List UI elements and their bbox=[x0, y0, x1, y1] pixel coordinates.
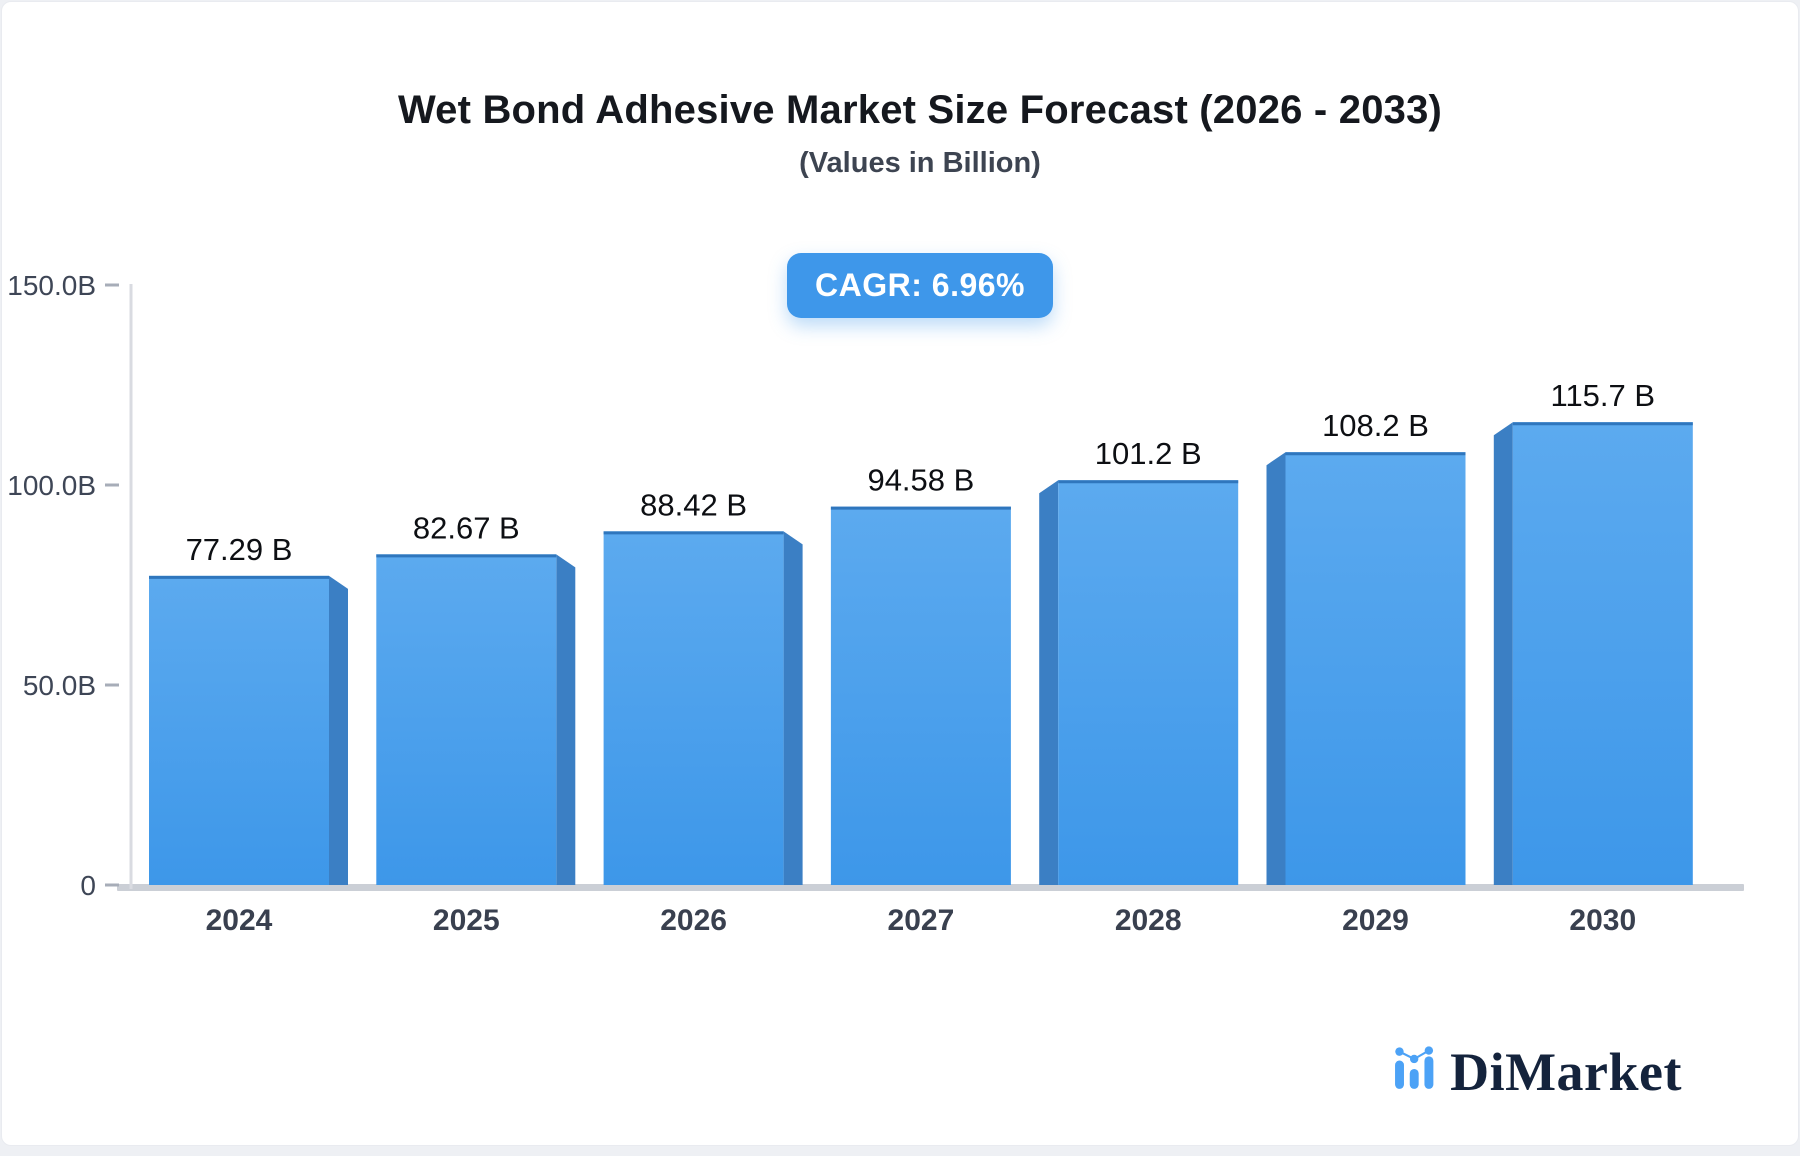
chart-title: Wet Bond Adhesive Market Size Forecast (… bbox=[397, 88, 1443, 132]
y-axis-label: 0 bbox=[80, 870, 96, 901]
bar-side-face bbox=[1266, 452, 1286, 885]
bar-group-2030: 115.7 B 2030 bbox=[1493, 378, 1693, 937]
bar-value-label: 108.2 B bbox=[1322, 408, 1429, 443]
x-axis-label: 2024 bbox=[206, 904, 273, 937]
bar-value-label: 88.42 B bbox=[640, 487, 747, 522]
chart-header: Wet Bond Adhesive Market Size Forecast (… bbox=[60, 88, 1780, 180]
bar bbox=[1285, 452, 1466, 885]
bar bbox=[149, 575, 329, 885]
bar bbox=[830, 506, 1011, 885]
cagr-badge: CAGR: 6.96% bbox=[787, 253, 1053, 318]
cagr-badge-wrap: CAGR: 6.96% bbox=[60, 253, 1780, 318]
dimarket-logo: DiMarket bbox=[1394, 1041, 1682, 1102]
bar-group-2026: 88.42 B 2026 bbox=[603, 487, 803, 937]
bar-group-2028: 101.2 B 2028 bbox=[1039, 436, 1239, 937]
bar-side-face bbox=[783, 531, 803, 885]
bar-value-label: 115.7 B bbox=[1551, 378, 1656, 413]
bar-side-face bbox=[1039, 480, 1059, 885]
y-axis-label: 100.0B bbox=[7, 470, 96, 501]
bar bbox=[1512, 422, 1693, 885]
x-axis-label: 2030 bbox=[1569, 904, 1636, 937]
bar bbox=[603, 531, 784, 885]
bar-group-2024: 77.29 B 2024 bbox=[149, 532, 348, 937]
bar-group-2029: 108.2 B 2029 bbox=[1266, 408, 1466, 937]
bar-value-label: 77.29 B bbox=[186, 532, 293, 567]
bar-value-label: 101.2 B bbox=[1095, 436, 1202, 471]
x-axis-label: 2028 bbox=[1115, 904, 1182, 937]
bar-chart-icon bbox=[1395, 1046, 1434, 1089]
bar-side-face bbox=[329, 575, 348, 885]
bar-value-label: 82.67 B bbox=[413, 510, 520, 545]
y-axis-label: 150.0B bbox=[7, 270, 96, 301]
bar-group-2025: 82.67 B 2025 bbox=[376, 510, 576, 937]
y-axis-label: 50.0B bbox=[23, 670, 96, 701]
x-axis-baseline bbox=[117, 884, 1744, 891]
x-axis-label: 2026 bbox=[660, 904, 727, 937]
bar-group-2027: 94.58 B 2027 bbox=[830, 463, 1011, 937]
logo-text: DiMarket bbox=[1450, 1041, 1682, 1102]
bar-value-label: 94.58 B bbox=[867, 463, 974, 498]
x-axis-label: 2027 bbox=[888, 904, 955, 937]
bar-side-face bbox=[1493, 422, 1513, 885]
chart-subtitle: (Values in Billion) bbox=[799, 147, 1041, 179]
bar bbox=[376, 554, 557, 885]
x-axis-label: 2029 bbox=[1342, 904, 1409, 937]
x-axis-label: 2025 bbox=[433, 904, 500, 937]
bar bbox=[1058, 480, 1239, 885]
bar-side-face bbox=[556, 554, 576, 885]
